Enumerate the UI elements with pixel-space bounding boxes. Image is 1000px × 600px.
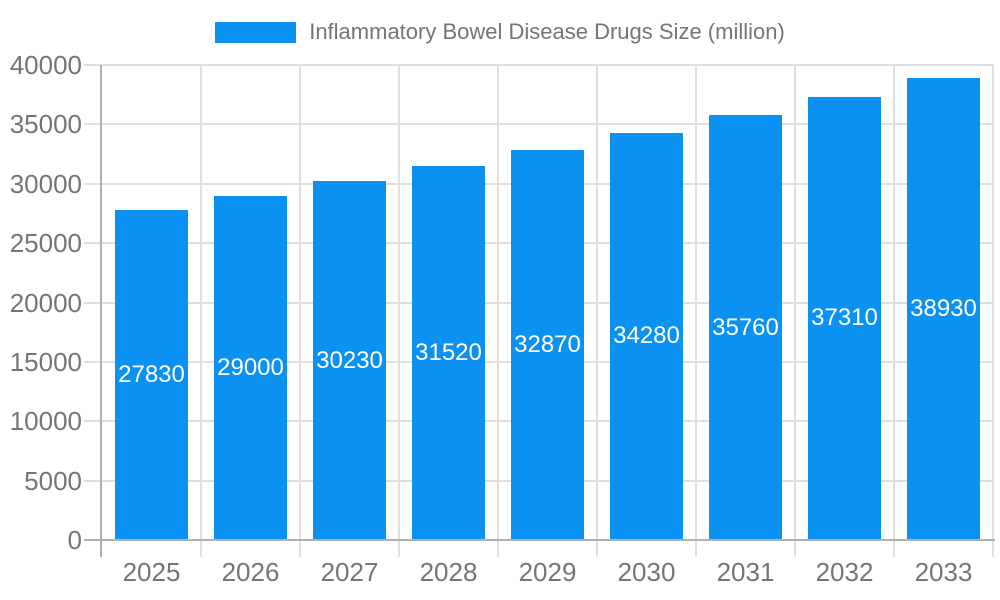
bar-value-label: 31520: [415, 338, 482, 366]
y-gridline: [102, 64, 993, 66]
x-axis-tick: [200, 540, 202, 557]
x-gridline: [794, 65, 796, 540]
x-gridline: [497, 65, 499, 540]
y-axis-tick: [84, 64, 102, 66]
bar-value-label: 32870: [514, 330, 581, 358]
bar[interactable]: 35760: [709, 115, 782, 540]
y-axis-label: 10000: [9, 406, 82, 437]
y-axis-tick: [84, 479, 102, 482]
bar-value-label: 34280: [613, 322, 680, 350]
y-axis-label: 40000: [9, 50, 82, 80]
bar-value-label: 35760: [712, 313, 779, 341]
bar[interactable]: 30230: [313, 181, 386, 540]
x-axis-label: 2032: [815, 557, 874, 587]
bar-value-label: 37310: [811, 304, 878, 332]
legend-swatch: [215, 21, 297, 43]
x-axis-tick: [893, 540, 895, 557]
x-axis-tick: [794, 540, 796, 557]
x-gridline: [596, 65, 598, 540]
y-axis-label: 5000: [24, 465, 82, 496]
bar[interactable]: 27830: [115, 209, 188, 540]
bar[interactable]: 32870: [511, 149, 584, 540]
y-axis-tick: [84, 182, 102, 185]
x-gridline: [695, 65, 697, 540]
x-gridline: [893, 65, 895, 540]
x-gridline: [398, 65, 400, 540]
y-axis-line: [100, 65, 102, 557]
x-axis-label: 2028: [419, 557, 478, 587]
x-axis-tick: [695, 540, 697, 557]
x-axis-line: [84, 539, 995, 541]
y-axis-tick: [84, 301, 102, 304]
bar[interactable]: 34280: [610, 132, 683, 540]
bar-value-label: 29000: [217, 353, 284, 381]
bar-value-label: 38930: [910, 294, 977, 322]
y-axis-tick: [84, 123, 102, 126]
x-axis-label: 2030: [617, 557, 676, 587]
x-axis-label: 2033: [914, 557, 973, 587]
bar[interactable]: 38930: [907, 77, 980, 540]
x-axis-label: 2026: [221, 557, 280, 587]
bar-value-label: 30230: [316, 346, 383, 374]
x-gridline: [299, 65, 301, 540]
bar[interactable]: 29000: [214, 195, 287, 540]
y-axis-label: 25000: [9, 228, 82, 259]
bar[interactable]: 31520: [412, 165, 485, 540]
bar[interactable]: 37310: [808, 96, 881, 540]
y-axis-tick: [84, 242, 102, 245]
y-axis-label: 35000: [9, 109, 82, 140]
bar-value-label: 27830: [118, 360, 185, 388]
y-axis-tick: [84, 420, 102, 423]
y-gridline: [102, 123, 993, 126]
y-axis-label: 30000: [9, 168, 82, 199]
x-axis-tick: [299, 540, 301, 557]
y-axis-tick: [84, 360, 102, 363]
y-axis-label: 15000: [9, 346, 82, 377]
legend-label: Inflammatory Bowel Disease Drugs Size (m…: [309, 19, 785, 44]
x-axis-tick: [398, 540, 400, 557]
y-axis-label: 20000: [9, 287, 82, 318]
x-axis-label: 2031: [716, 557, 775, 587]
x-axis-tick: [497, 540, 499, 557]
legend[interactable]: Inflammatory Bowel Disease Drugs Size (m…: [0, 19, 1000, 45]
x-gridline: [200, 65, 202, 540]
x-axis-label: 2027: [320, 557, 379, 587]
x-gridline: [992, 65, 994, 540]
x-axis-tick: [596, 540, 598, 557]
x-axis-label: 2029: [518, 557, 577, 587]
x-axis-label: 2025: [122, 557, 181, 587]
y-axis-label: 0: [67, 525, 82, 555]
x-axis-tick: [992, 540, 994, 557]
